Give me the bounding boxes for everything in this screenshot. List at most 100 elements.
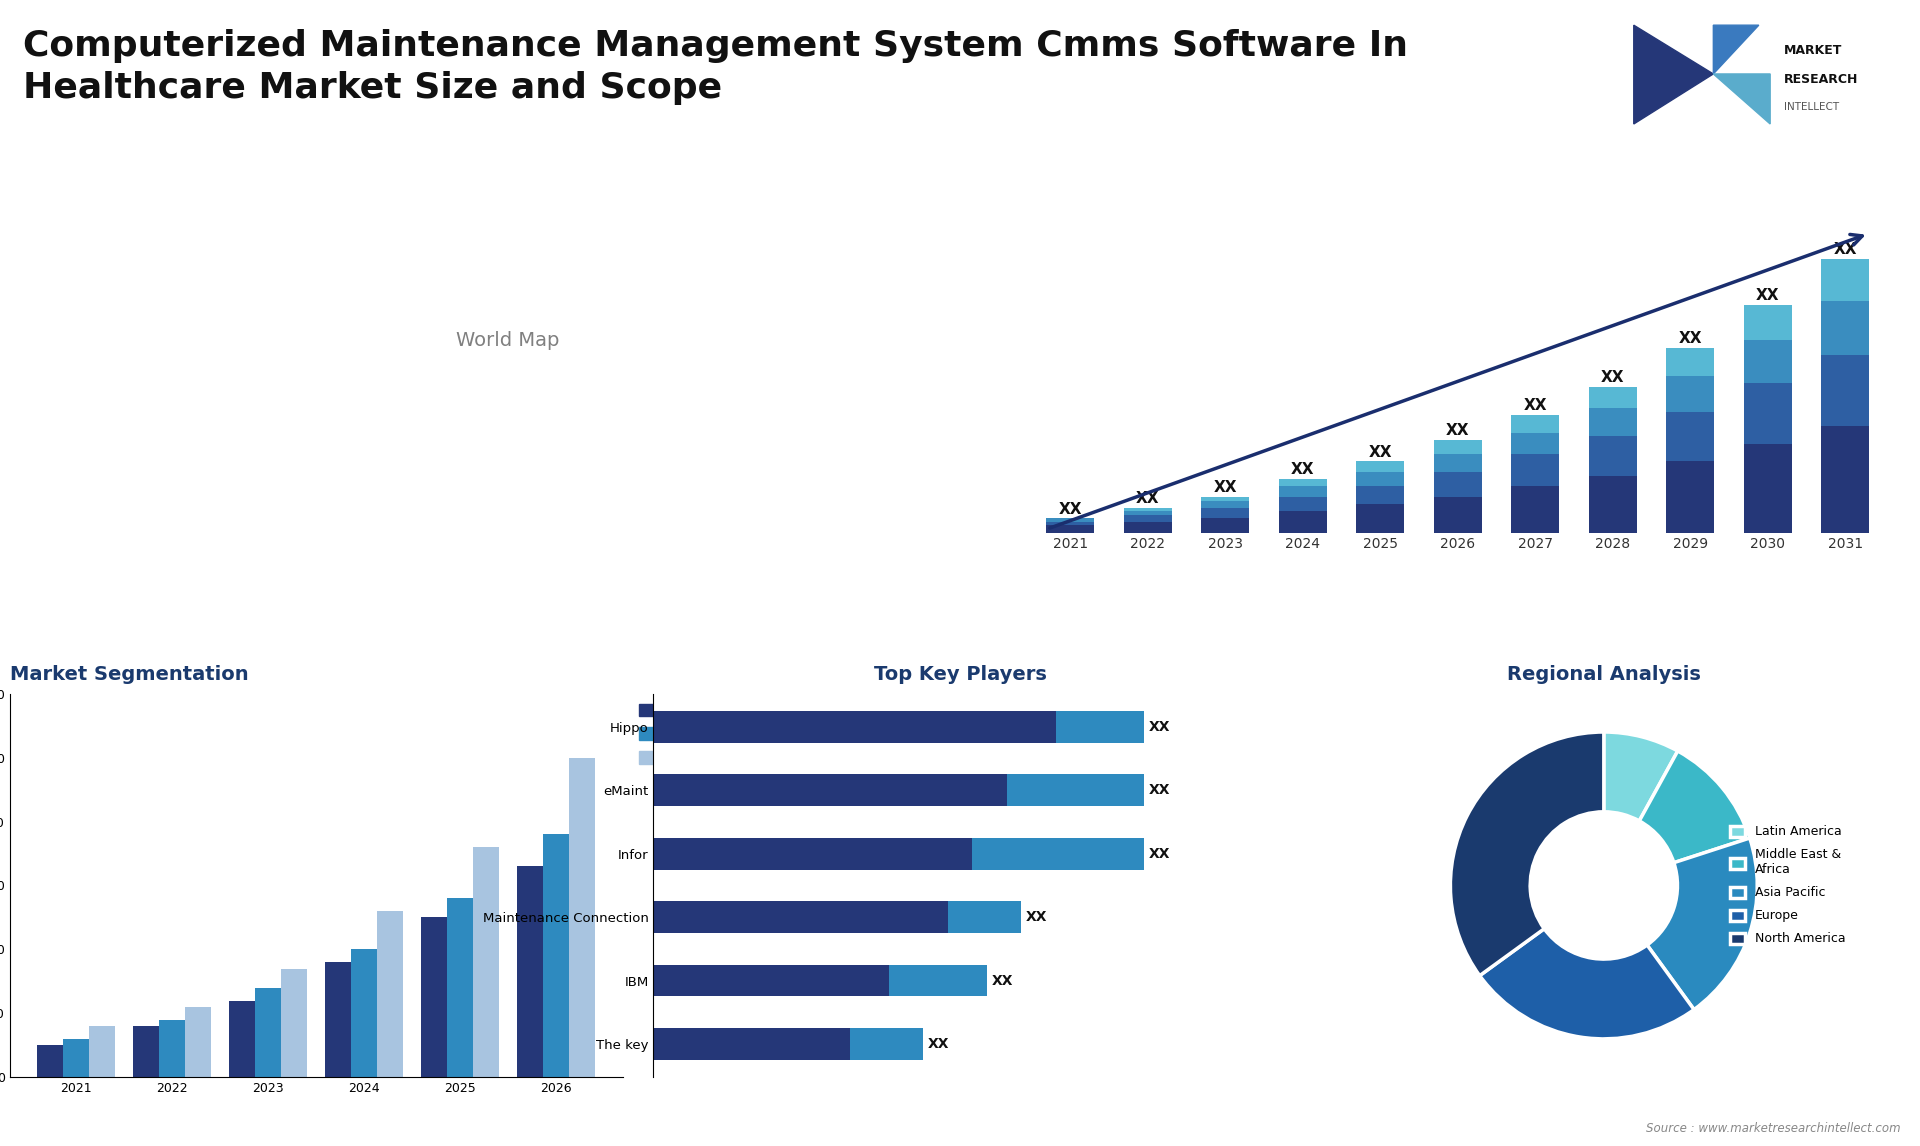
Bar xyxy=(516,866,543,1077)
Bar xyxy=(889,965,987,996)
Bar xyxy=(1511,433,1559,454)
Bar xyxy=(1046,526,1094,533)
Wedge shape xyxy=(1480,928,1693,1039)
Text: XX: XX xyxy=(1446,423,1469,438)
Bar xyxy=(351,949,376,1077)
Bar xyxy=(1123,511,1171,515)
Bar xyxy=(1202,497,1250,501)
Bar xyxy=(1046,521,1094,526)
Bar xyxy=(1588,437,1638,476)
Bar xyxy=(972,838,1144,870)
Wedge shape xyxy=(1647,838,1757,1010)
Bar xyxy=(1046,518,1094,521)
Text: Market Segmentation: Market Segmentation xyxy=(10,665,248,684)
Bar xyxy=(948,901,1021,933)
Bar xyxy=(1434,454,1482,472)
Bar xyxy=(568,758,595,1077)
Bar xyxy=(543,834,568,1077)
Bar xyxy=(1822,426,1870,533)
Text: XX: XX xyxy=(1290,462,1315,478)
Bar xyxy=(1743,340,1791,383)
Bar xyxy=(1279,486,1327,497)
Bar xyxy=(653,901,948,933)
Bar xyxy=(1006,775,1144,806)
Text: XX: XX xyxy=(1678,331,1701,346)
Bar xyxy=(255,988,280,1077)
Text: XX: XX xyxy=(1757,288,1780,303)
Title: Regional Analysis: Regional Analysis xyxy=(1507,665,1701,684)
Text: XX: XX xyxy=(1601,370,1624,385)
Text: XX: XX xyxy=(1369,445,1392,460)
Text: XX: XX xyxy=(1524,399,1548,414)
Bar xyxy=(1822,301,1870,354)
Bar xyxy=(653,838,972,870)
Text: XX: XX xyxy=(1834,242,1857,257)
Bar xyxy=(1356,486,1404,504)
Bar xyxy=(653,712,1056,743)
Wedge shape xyxy=(1603,732,1678,821)
Bar xyxy=(1743,383,1791,444)
Bar xyxy=(1123,508,1171,511)
Bar xyxy=(472,847,499,1077)
Bar xyxy=(1202,508,1250,518)
Title: Top Key Players: Top Key Players xyxy=(874,665,1046,684)
Legend: Application, Product, Geography: Application, Product, Geography xyxy=(636,700,733,768)
Text: XX: XX xyxy=(1148,720,1171,733)
Polygon shape xyxy=(1713,25,1759,74)
Bar xyxy=(1588,408,1638,437)
Bar xyxy=(1822,259,1870,301)
Wedge shape xyxy=(1640,751,1749,863)
Bar xyxy=(376,911,403,1077)
Bar xyxy=(1667,376,1715,411)
Bar xyxy=(280,968,307,1077)
Bar xyxy=(447,898,472,1077)
Text: XX: XX xyxy=(1148,784,1171,798)
Bar xyxy=(1434,497,1482,533)
Bar xyxy=(228,1000,255,1077)
Bar xyxy=(1743,305,1791,340)
Bar xyxy=(653,1028,851,1060)
Text: Source : www.marketresearchintellect.com: Source : www.marketresearchintellect.com xyxy=(1645,1122,1901,1135)
Bar xyxy=(1056,712,1144,743)
Bar xyxy=(1123,521,1171,533)
Bar xyxy=(653,965,889,996)
Bar xyxy=(420,918,447,1077)
Bar xyxy=(1123,515,1171,521)
Polygon shape xyxy=(1713,74,1770,124)
Bar xyxy=(1743,444,1791,533)
Text: RESEARCH: RESEARCH xyxy=(1784,72,1859,86)
Bar xyxy=(1511,486,1559,533)
Bar xyxy=(1667,462,1715,533)
Bar xyxy=(653,775,1006,806)
Bar xyxy=(1511,415,1559,433)
Text: Computerized Maintenance Management System Cmms Software In
Healthcare Market Si: Computerized Maintenance Management Syst… xyxy=(23,29,1407,104)
Bar xyxy=(1511,454,1559,486)
Bar xyxy=(1279,511,1327,533)
Bar xyxy=(1356,462,1404,472)
Bar xyxy=(1667,347,1715,376)
Wedge shape xyxy=(1450,732,1603,975)
Bar xyxy=(1202,518,1250,533)
Polygon shape xyxy=(1634,25,1713,124)
Text: XX: XX xyxy=(1137,490,1160,505)
Bar xyxy=(38,1045,63,1077)
Bar xyxy=(1667,411,1715,462)
Text: INTELLECT: INTELLECT xyxy=(1784,102,1839,112)
Bar xyxy=(1588,476,1638,533)
Text: World Map: World Map xyxy=(455,331,559,351)
Text: XX: XX xyxy=(927,1037,950,1051)
Bar xyxy=(1202,501,1250,508)
Bar xyxy=(851,1028,924,1060)
Bar xyxy=(63,1039,88,1077)
Text: XX: XX xyxy=(1025,910,1048,924)
Bar xyxy=(1279,479,1327,486)
Bar xyxy=(1434,440,1482,454)
Bar xyxy=(1356,472,1404,486)
Text: XX: XX xyxy=(1058,502,1083,517)
Bar xyxy=(1588,386,1638,408)
Legend: Latin America, Middle East &
Africa, Asia Pacific, Europe, North America: Latin America, Middle East & Africa, Asi… xyxy=(1726,821,1851,950)
Bar xyxy=(1356,504,1404,533)
Text: XX: XX xyxy=(993,974,1014,988)
Bar xyxy=(159,1020,184,1077)
Bar xyxy=(184,1007,211,1077)
